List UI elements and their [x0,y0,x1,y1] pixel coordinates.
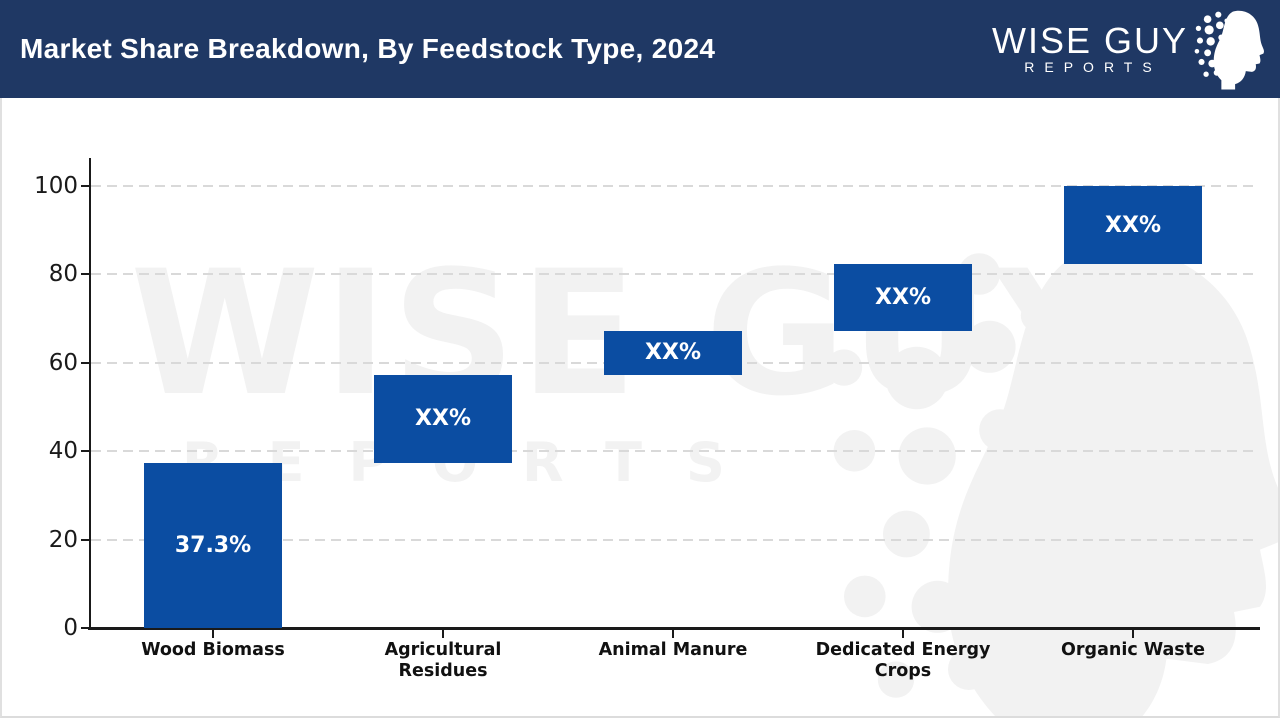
header-bar: Market Share Breakdown, By Feedstock Typ… [0,0,1280,98]
logo-text: WISE GUY REPORTS [991,20,1188,76]
y-tick-label-100: 100 [34,173,78,199]
category-label: Animal Manure [598,640,748,660]
y-tick-mark-80 [81,273,89,276]
bar-dedicated-energy-crops: XX% [834,264,972,331]
y-tick-mark-60 [81,361,89,364]
y-tick-mark-0 [81,627,89,629]
bar-value-label: XX% [645,340,701,366]
y-tick-label-20: 20 [48,526,78,553]
category-label: Agricultural Residues [384,640,502,681]
y-tick-mark-40 [81,450,89,453]
y-tick-mark-100 [81,185,89,187]
y-tick-label-60: 60 [48,349,78,376]
x-tick-mark [1132,630,1134,638]
category-label: Wood Biomass [141,640,285,660]
chart-title: Market Share Breakdown, By Feedstock Typ… [20,33,716,64]
bar-agricultural-residues: XX% [374,374,512,464]
x-axis-spine [88,627,1260,630]
bar-organic-waste: XX% [1064,186,1202,265]
category-label: Dedicated Energy Crops [815,640,991,681]
head-profile-icon [1194,10,1264,90]
logo-wordmark: WISE GUY [991,20,1188,61]
gridline-80 [91,273,1255,276]
gridline-40 [91,450,1255,453]
x-tick-mark [442,630,444,638]
bar-animal-manure: XX% [604,330,742,375]
bar-value-label: XX% [875,284,931,310]
bar-wood-biomass: 37.3% [144,463,282,628]
logo-subtitle: REPORTS [1024,59,1162,75]
category-label: Organic Waste [1061,640,1205,660]
x-tick-mark [672,630,674,638]
x-tick-mark [902,630,904,638]
y-tick-label-40: 40 [48,438,78,465]
gridline-100 [91,185,1255,187]
y-axis-spine [89,158,91,630]
y-tick-mark-20 [81,538,89,541]
bar-value-label: XX% [1105,212,1161,238]
y-tick-label-80: 80 [48,261,78,288]
x-tick-mark [212,630,214,638]
bar-value-label: XX% [415,406,471,432]
wise-guy-reports-logo: WISE GUY REPORTS [992,7,1280,91]
bar-value-label: 37.3% [174,533,252,559]
gridline-20 [91,538,1255,541]
y-tick-label-0: 0 [63,615,78,641]
